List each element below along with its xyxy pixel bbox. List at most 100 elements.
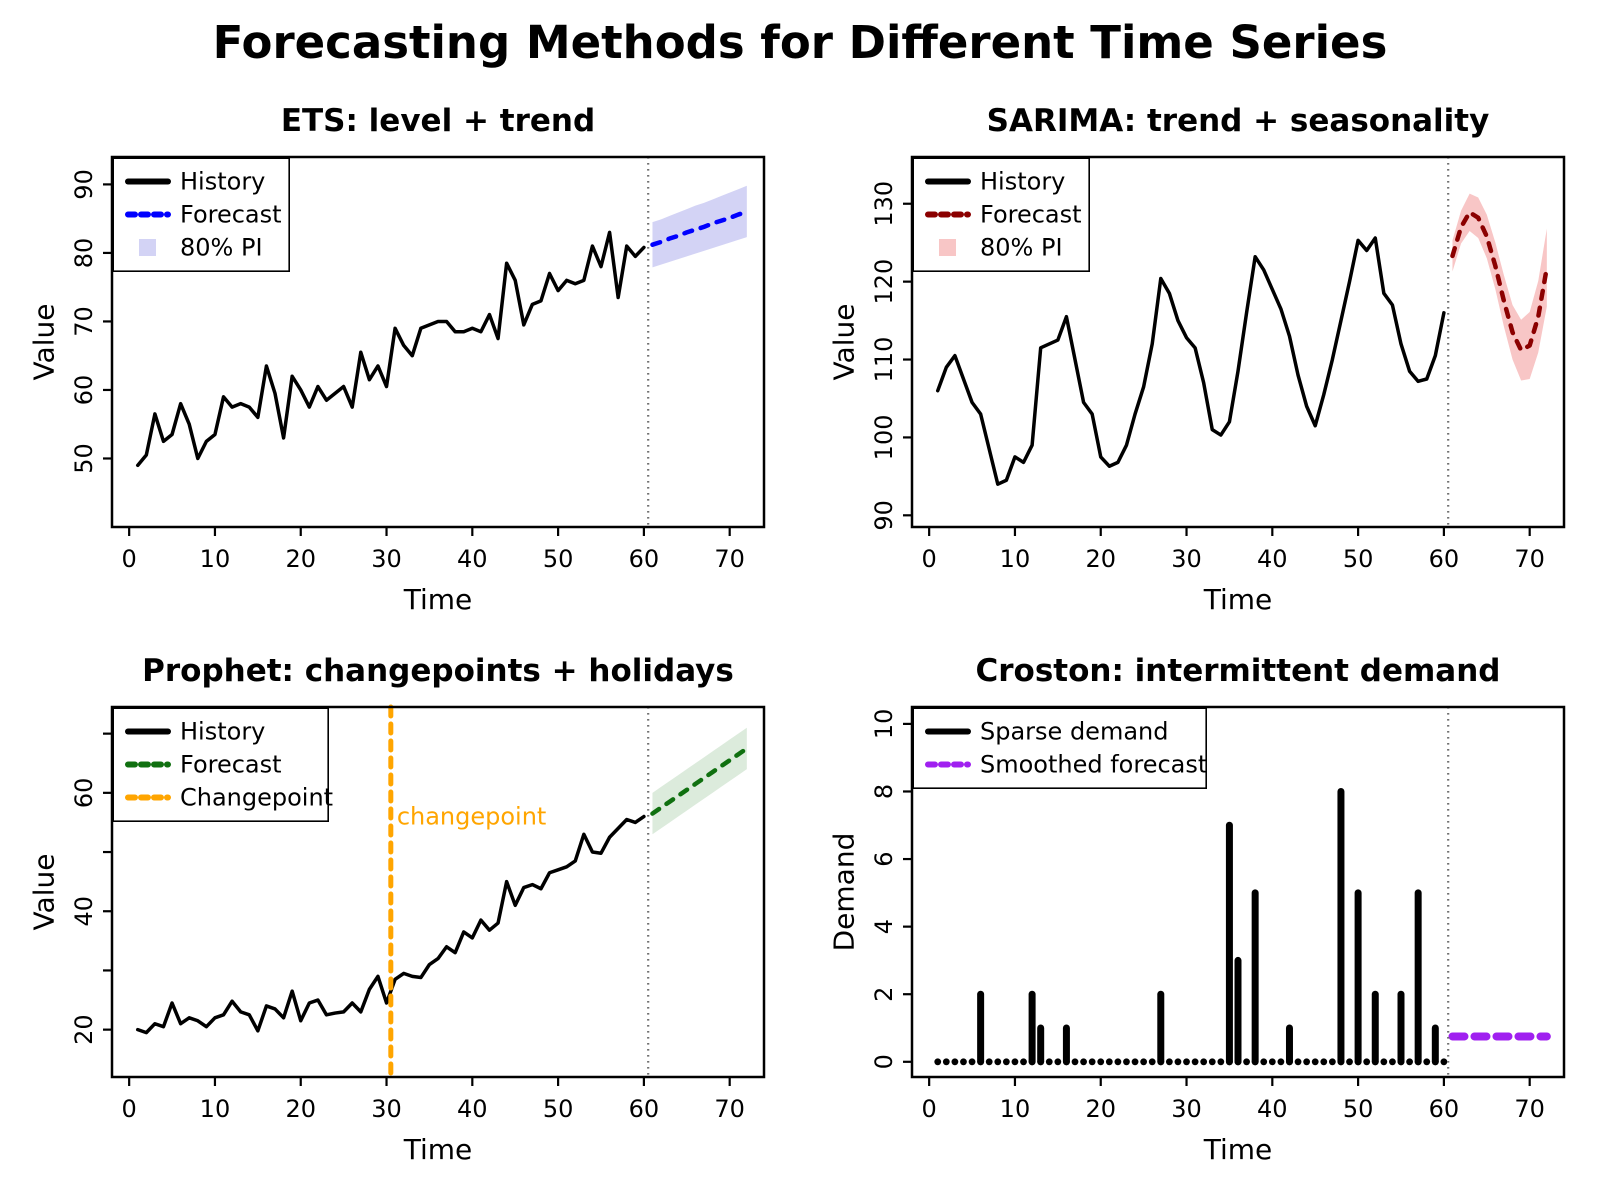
y-axis-label: Value — [28, 854, 61, 931]
zero-demand-dot — [1105, 1058, 1113, 1066]
forecast-line — [650, 746, 750, 816]
zero-demand-dot — [1020, 1058, 1027, 1066]
legend-label: History — [180, 718, 265, 746]
zero-demand-dot — [1251, 1058, 1259, 1066]
history-line — [135, 230, 646, 468]
legend-label: 80% PI — [180, 234, 263, 262]
x-axis-label: Time — [403, 1133, 473, 1166]
legend-label: Forecast — [980, 201, 1082, 229]
zero-demand-dot — [1303, 1058, 1311, 1066]
zero-demand-dot — [1371, 1058, 1379, 1066]
y-tick-label: 90 — [870, 500, 898, 531]
x-tick-label: 60 — [629, 1095, 660, 1123]
x-tick-label: 40 — [1257, 1095, 1288, 1123]
x-tick-label: 30 — [1171, 545, 1202, 573]
zero-demand-dot — [1277, 1058, 1285, 1066]
zero-demand-dot — [1423, 1058, 1431, 1066]
plot-box — [110, 705, 766, 1079]
zero-demand-dot — [1208, 1058, 1216, 1066]
x-tick-label: 50 — [1343, 545, 1374, 573]
y-tick-label: 50 — [70, 443, 98, 474]
panel-ets: ETS: level + trend 0 10 20 30 40 50 60 70 50 60 70… — [0, 73, 800, 623]
x-tick-label: 70 — [1514, 545, 1545, 573]
legend-label: Smoothed forecast — [980, 751, 1207, 779]
zero-demand-dot — [1088, 1058, 1096, 1066]
page-title: Forecasting Methods for Different Time S… — [212, 16, 1388, 69]
x-tick-label: 0 — [922, 545, 937, 573]
x-tick-label: 70 — [1514, 1095, 1545, 1123]
zero-demand-dot — [1320, 1058, 1328, 1066]
x-tick-label: 20 — [1085, 545, 1116, 573]
x-tick-label: 10 — [1000, 545, 1031, 573]
panel-title-prophet: Prophet: changepoints + holidays — [142, 653, 734, 689]
zero-demand-dot — [1191, 1058, 1199, 1066]
y-tick-label: 80 — [70, 238, 98, 269]
plot-box — [110, 155, 766, 529]
zero-demand-dot — [1157, 1058, 1165, 1066]
x-tick-label: 20 — [285, 545, 316, 573]
prophet-chart: 0 10 20 30 40 50 60 70 20 40 60 Time Value History For… — [28, 704, 766, 1166]
zero-demand-dot — [1071, 1058, 1079, 1066]
plot-box — [910, 155, 1566, 529]
y-tick-label: 6 — [870, 851, 898, 866]
x-tick-label: 70 — [714, 545, 745, 573]
zero-demand-dot — [1165, 1058, 1173, 1066]
sarima-chart: 0 10 20 30 40 50 60 70 90 100 110 120 130 Time Value Hi… — [828, 155, 1566, 616]
x-tick-label: 70 — [714, 1095, 745, 1123]
zero-demand-dot — [1380, 1058, 1388, 1066]
panel-croston: Croston: intermittent demand 0 10 20 30 40 50… — [800, 623, 1600, 1173]
zero-demand-dot — [934, 1058, 942, 1066]
zero-demand-dot — [1011, 1058, 1019, 1066]
zero-demand-dot — [1148, 1058, 1156, 1066]
x-tick-label: 30 — [371, 1095, 402, 1123]
x-tick-label: 40 — [457, 1095, 488, 1123]
y-tick-label: 10 — [870, 709, 898, 740]
plot-box — [910, 705, 1566, 1079]
zero-demand-dot — [1226, 1058, 1233, 1066]
zero-demand-dot — [1028, 1058, 1036, 1066]
zero-demand-dot — [1311, 1058, 1319, 1066]
zero-demand-dot — [1200, 1058, 1208, 1066]
legend-label: 80% PI — [980, 234, 1063, 262]
y-tick-label: 120 — [870, 259, 898, 305]
y-tick-label: 20 — [70, 1014, 98, 1045]
y-tick-label: 60 — [70, 778, 98, 809]
legend-label: Forecast — [180, 201, 282, 229]
legend-label: History — [980, 168, 1065, 196]
zero-demand-dot — [1397, 1058, 1405, 1066]
y-tick-label: 90 — [70, 169, 98, 200]
x-tick-label: 20 — [285, 1095, 316, 1123]
zero-demand-dot — [1440, 1058, 1448, 1066]
panel-title-sarima: SARIMA: trend + seasonality — [986, 103, 1490, 139]
x-tick-label: 10 — [200, 545, 231, 573]
x-tick-label: 50 — [543, 1095, 574, 1123]
y-tick-label: 4 — [870, 919, 898, 934]
zero-demand-dot — [1337, 1058, 1345, 1066]
legend-band-swatch — [139, 239, 156, 256]
zero-demand-dot — [1054, 1058, 1062, 1066]
zero-demand-dot — [1260, 1058, 1268, 1066]
x-tick-label: 60 — [1429, 545, 1460, 573]
y-axis-label: Value — [828, 304, 861, 381]
history-line — [135, 814, 646, 1035]
x-tick-label: 20 — [1085, 1095, 1116, 1123]
zero-demand-dot — [1080, 1058, 1087, 1066]
y-tick-label: 60 — [70, 375, 98, 406]
zero-demand-dot — [1114, 1058, 1122, 1066]
x-tick-label: 60 — [629, 545, 660, 573]
chart-grid: ETS: level + trend 0 10 20 30 40 50 60 70 50 60 70… — [0, 73, 1600, 1173]
legend-label: History — [180, 168, 265, 196]
zero-demand-dot — [1363, 1058, 1371, 1066]
zero-demand-dot — [1097, 1058, 1105, 1066]
zero-demand-dot — [1140, 1058, 1148, 1066]
zero-demand-dot — [1328, 1058, 1336, 1066]
panel-sarima: SARIMA: trend + seasonality 0 10 20 30 40 50 6… — [800, 73, 1600, 623]
x-tick-label: 40 — [457, 545, 488, 573]
croston-chart: 0 10 20 30 40 50 60 70 0 2 4 6 8 10 Time Demand Sparse d… — [828, 705, 1566, 1166]
y-tick-label: 0 — [870, 1054, 898, 1069]
zero-demand-dot — [1243, 1058, 1250, 1066]
x-tick-label: 50 — [1343, 1095, 1374, 1123]
y-axis-label: Value — [28, 304, 61, 381]
x-tick-label: 0 — [122, 1095, 137, 1123]
legend-label: Sparse demand — [980, 718, 1168, 746]
